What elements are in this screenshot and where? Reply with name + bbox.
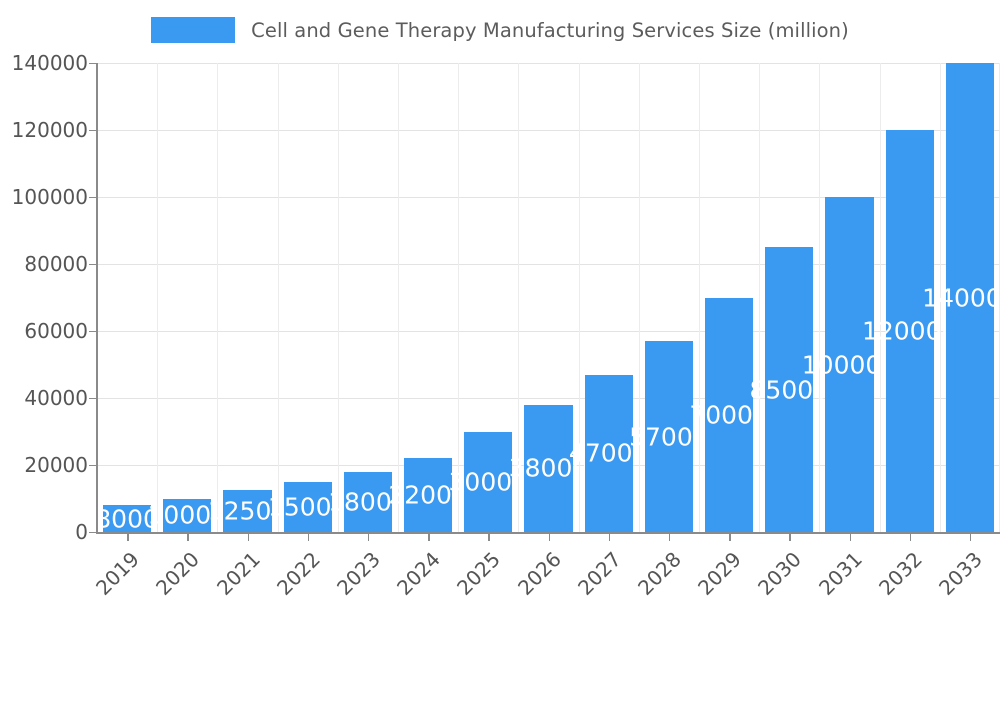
bar[interactable] (945, 63, 994, 532)
bar[interactable] (765, 247, 814, 532)
bar[interactable] (404, 458, 453, 532)
bar-value-label: 70000 (689, 400, 769, 430)
x-axis-tick-mark (307, 533, 310, 541)
bar-value-label: 15000 (267, 492, 348, 522)
x-axis-tick-mark (428, 533, 430, 541)
x-gridline (398, 63, 399, 532)
bar[interactable] (524, 404, 573, 532)
x-axis-tick-mark (729, 533, 731, 541)
bar-value-label: 30000 (448, 467, 529, 497)
y-axis-line (96, 63, 98, 533)
x-gridline (458, 63, 459, 532)
y-axis-tick-label: 60000 (24, 319, 88, 343)
bar-value-label: 140000 (922, 283, 1000, 312)
bar[interactable] (223, 490, 272, 532)
bar-value-label: 100000 (801, 350, 898, 379)
bar[interactable] (705, 297, 754, 532)
y-gridline (97, 197, 1000, 198)
y-axis-tick-mark (89, 464, 96, 466)
bar[interactable] (644, 341, 693, 532)
x-gridline (759, 63, 760, 532)
bar[interactable] (163, 498, 212, 532)
x-gridline (338, 63, 339, 532)
y-axis-tick-mark (89, 196, 96, 198)
x-axis-tick-mark (849, 533, 851, 541)
bar-chart: Cell and Gene Therapy Manufacturing Serv… (0, 12, 1000, 600)
x-gridline (579, 63, 580, 532)
x-axis-tick-mark (789, 533, 791, 541)
plot-clip: 8000 10000 12500 15000 18000 22000 30000 38000 4… (97, 63, 1000, 532)
y-gridline (97, 264, 1000, 265)
bar-value-label: 10000 (147, 500, 228, 530)
y-axis-tick-label: 40000 (24, 386, 88, 410)
x-gridline (639, 63, 640, 532)
x-axis-tick-mark (187, 533, 189, 541)
bar[interactable] (103, 505, 152, 532)
x-axis-tick-mark (668, 533, 671, 541)
x-gridline (157, 63, 158, 532)
y-axis-tick-label: 0 (75, 520, 88, 544)
x-axis-tick-mark (367, 533, 370, 541)
y-axis-tick-label: 80000 (24, 252, 88, 276)
legend-item-label: Cell and Gene Therapy Manufacturing Serv… (251, 18, 849, 42)
y-axis-tick-label: 140000 (11, 51, 88, 75)
bar[interactable] (885, 130, 934, 532)
x-gridline (217, 63, 218, 532)
chart-legend: Cell and Gene Therapy Manufacturing Serv… (0, 12, 1000, 48)
bar-value-label: 22000 (388, 480, 468, 510)
y-axis-tick-mark (89, 129, 96, 131)
bar-value-label: 18000 (328, 487, 408, 517)
bar-value-label: 85000 (749, 375, 830, 405)
x-axis-tick-mark (909, 533, 912, 541)
x-gridline (699, 63, 700, 532)
x-axis-tick-mark (608, 533, 611, 541)
bar[interactable] (825, 197, 874, 532)
y-axis-tick-label: 20000 (24, 453, 88, 477)
bar-value-label: 38000 (508, 453, 589, 483)
bar[interactable] (464, 431, 513, 532)
bar[interactable] (343, 471, 392, 532)
bar-value-label: 47000 (568, 438, 649, 468)
y-gridline (97, 331, 1000, 332)
plot-area: 8000 10000 12500 15000 18000 22000 30000 38000 4… (96, 63, 1000, 534)
y-axis-tick-label: 100000 (11, 185, 88, 209)
y-gridline (97, 398, 1000, 399)
bar-value-label: 57000 (629, 422, 709, 452)
y-axis: 0 20000 40000 60000 80000 100000 120000 140000 (0, 51, 96, 544)
y-axis-tick-mark (89, 397, 96, 399)
y-axis-tick-mark (89, 531, 96, 533)
y-gridline (97, 130, 1000, 131)
x-axis-tick-mark (488, 533, 490, 541)
x-gridline (819, 63, 820, 532)
x-gridline (97, 63, 98, 532)
y-axis-tick-mark (89, 62, 96, 64)
x-axis-tick-mark (548, 533, 550, 541)
x-gridline (518, 63, 519, 532)
y-axis-tick-mark (89, 330, 96, 332)
y-axis-tick-label: 120000 (11, 118, 88, 142)
y-gridline (97, 63, 1000, 64)
x-axis-tick-mark (969, 533, 972, 541)
x-gridline (880, 63, 881, 532)
x-axis-line (96, 532, 1000, 534)
x-gridline (940, 63, 941, 532)
x-axis-tick-mark (247, 533, 249, 541)
x-gridline (278, 63, 279, 532)
x-axis-tick-mark (127, 533, 129, 541)
bar-value-label: 120000 (861, 316, 958, 346)
bar-value-label: 8000 (97, 504, 159, 532)
bar[interactable] (283, 481, 332, 532)
bar-value-label: 12500 (207, 496, 288, 526)
series-color-swatch (151, 17, 236, 43)
y-axis-tick-mark (89, 263, 96, 265)
bar[interactable] (584, 374, 633, 532)
